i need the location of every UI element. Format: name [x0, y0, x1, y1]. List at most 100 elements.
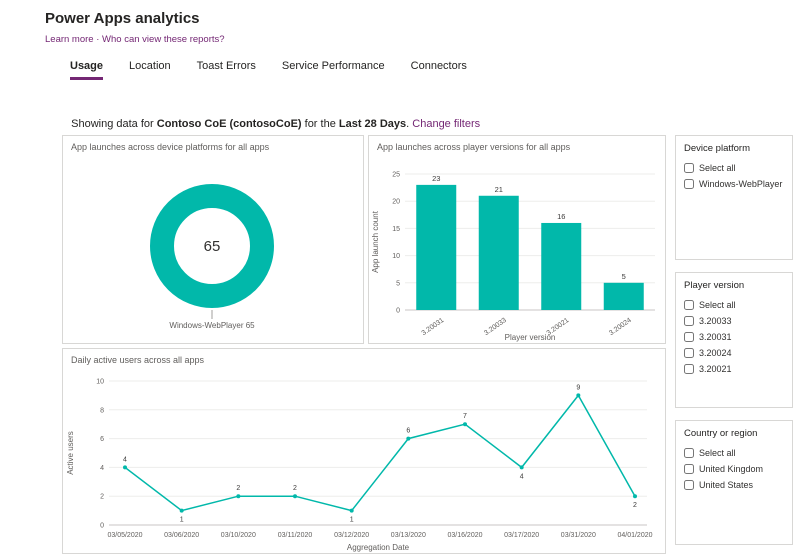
checkbox-option-3.20031[interactable]: 3.20031 [684, 332, 784, 342]
data-point-03-12-2020[interactable] [349, 508, 354, 513]
y-tick-label: 0 [100, 523, 104, 530]
tab-usage[interactable]: Usage [70, 60, 104, 80]
checkbox-3.20021[interactable] [684, 364, 694, 374]
bar-value-label: 5 [622, 272, 626, 281]
checkbox-united-kingdom[interactable] [684, 464, 694, 474]
link-separator: · [93, 34, 103, 45]
checkbox-option-select-all[interactable]: Select all [684, 300, 784, 310]
filter-middle: for the [301, 118, 339, 130]
filter-environment: Contoso CoE (contosoCoE) [156, 118, 302, 130]
data-point-03-10-2020[interactable] [236, 494, 241, 499]
line-chart-title: Daily active users across all apps [71, 355, 205, 365]
donut-chart: 65 Windows-WebPlayer 65 [63, 154, 363, 342]
bar-3.20033[interactable] [478, 195, 519, 310]
checkbox-option-united-kingdom[interactable]: United Kingdom [684, 464, 784, 474]
checkbox-option-3.20024[interactable]: 3.20024 [684, 348, 784, 358]
checkbox-3.20031[interactable] [684, 332, 694, 342]
donut-segment-windows-webplayer[interactable] [150, 184, 274, 308]
y-tick-label: 15 [392, 226, 400, 233]
x-tick-label: 03/11/2020 [278, 532, 313, 539]
country-region-options: Select all United Kingdom United States [684, 448, 784, 490]
checkbox-label: 3.20021 [699, 364, 732, 374]
checkbox-option-windows-webplayer[interactable]: Windows-WebPlayer [684, 179, 784, 189]
checkbox-label: United Kingdom [699, 464, 764, 474]
line-chart-svg: 0 2 4 6 8 10 4 03/05/2020 1 03/06/2020 2 03/10/2020… [66, 379, 653, 553]
donut-center-value: 65 [204, 238, 221, 255]
point-value-label: 2 [293, 485, 297, 492]
bar-chart-title: App launches across player versions for … [377, 142, 571, 152]
donut-callout-label: Windows-WebPlayer 65 [169, 321, 255, 330]
checkbox-united-states[interactable] [684, 480, 694, 490]
bar-3.20031[interactable] [416, 184, 457, 310]
data-point-03-17-2020[interactable] [519, 465, 524, 470]
y-tick-label: 10 [96, 379, 104, 386]
bar-chart-card: App launches across player versions for … [368, 135, 666, 344]
checkbox-label: Windows-WebPlayer [699, 179, 783, 189]
bar-chart: 0 5 10 15 20 25 23 3.20031 21 3.20033 16 3.20021 5 3.… [369, 154, 665, 344]
y-axis-label: App launch count [371, 210, 380, 273]
checkbox-windows-webplayer[interactable] [684, 179, 694, 189]
data-point-03-31-2020[interactable] [576, 393, 581, 398]
x-axis-label: Aggregation Date [347, 543, 410, 552]
checkbox-option-select-all[interactable]: Select all [684, 448, 784, 458]
who-can-view-link[interactable]: Who can view these reports? [102, 34, 225, 45]
checkbox-select-all[interactable] [684, 163, 694, 173]
learn-more-link[interactable]: Learn more [45, 34, 94, 45]
checkbox-option-united-states[interactable]: United States [684, 480, 784, 490]
point-value-label: 1 [350, 517, 354, 524]
point-value-label: 6 [406, 428, 410, 435]
checkbox-label: Select all [699, 300, 736, 310]
point-value-label: 7 [463, 413, 467, 420]
panel-title-country-region: Country or region [684, 428, 758, 439]
y-tick-label: 0 [396, 308, 400, 315]
checkbox-option-3.20033[interactable]: 3.20033 [684, 316, 784, 326]
line-chart-card: Daily active users across all apps 0 2 4 6 8… [62, 348, 666, 554]
tab-connectors[interactable]: Connectors [410, 60, 467, 72]
x-tick-label: 03/12/2020 [334, 532, 369, 539]
tab-service-performance[interactable]: Service Performance [281, 60, 385, 72]
data-point-03-11-2020[interactable] [293, 494, 297, 499]
x-tick-label: 03/13/2020 [391, 532, 426, 539]
checkbox-label: United States [699, 480, 754, 490]
point-value-label: 4 [520, 473, 524, 480]
point-value-label: 1 [180, 517, 184, 524]
donut-chart-card: App launches across device platforms for… [62, 135, 364, 344]
y-tick-label: 8 [100, 407, 104, 414]
checkbox-3.20033[interactable] [684, 316, 694, 326]
x-tick-label: 3.20024 [608, 317, 633, 337]
checkbox-select-all[interactable] [684, 300, 694, 310]
checkbox-select-all[interactable] [684, 448, 694, 458]
tab-location[interactable]: Location [129, 60, 171, 72]
checkbox-label: Select all [699, 448, 736, 458]
x-tick-label: 03/31/2020 [561, 532, 596, 539]
point-value-label: 2 [633, 502, 637, 509]
donut-chart-title: App launches across device platforms for… [71, 142, 270, 152]
filter-prefix: Showing data for [71, 118, 157, 130]
bar-3.20021[interactable] [541, 222, 582, 310]
checkbox-label: 3.20024 [699, 348, 732, 358]
y-tick-label: 25 [392, 172, 400, 179]
x-tick-label: 03/16/2020 [447, 532, 482, 539]
tab-bar: Usage Location Toast Errors Service Perform… [70, 60, 467, 80]
y-axis-label: Active users [66, 431, 75, 475]
y-tick-label: 2 [100, 494, 104, 501]
filter-summary: Showing data for Contoso CoE (contosoCoE… [65, 106, 480, 130]
data-point-03-05-2020[interactable] [123, 465, 127, 470]
checkbox-option-3.20021[interactable]: 3.20021 [684, 364, 784, 374]
bar-3.20024[interactable] [603, 282, 644, 310]
data-point-03-16-2020[interactable] [463, 422, 467, 427]
tab-toast-errors[interactable]: Toast Errors [196, 60, 256, 72]
filter-range: Last 28 Days [338, 118, 407, 130]
x-tick-label: 3.20031 [421, 317, 446, 337]
checkbox-3.20024[interactable] [684, 348, 694, 358]
data-point-03-06-2020[interactable] [179, 508, 184, 513]
data-point-04-01-2020[interactable] [633, 494, 637, 499]
checkbox-option-select-all[interactable]: Select all [684, 163, 784, 173]
point-value-label: 2 [236, 485, 240, 492]
change-filters-link[interactable]: Change filters [412, 118, 481, 130]
x-tick-label: 03/06/2020 [164, 532, 199, 539]
x-axis-label: Player version [505, 333, 556, 342]
data-point-03-13-2020[interactable] [406, 436, 411, 441]
bar-value-label: 16 [557, 212, 565, 221]
device-platform-filter-panel: Device platform Select all Windows-WebPla… [675, 135, 793, 260]
